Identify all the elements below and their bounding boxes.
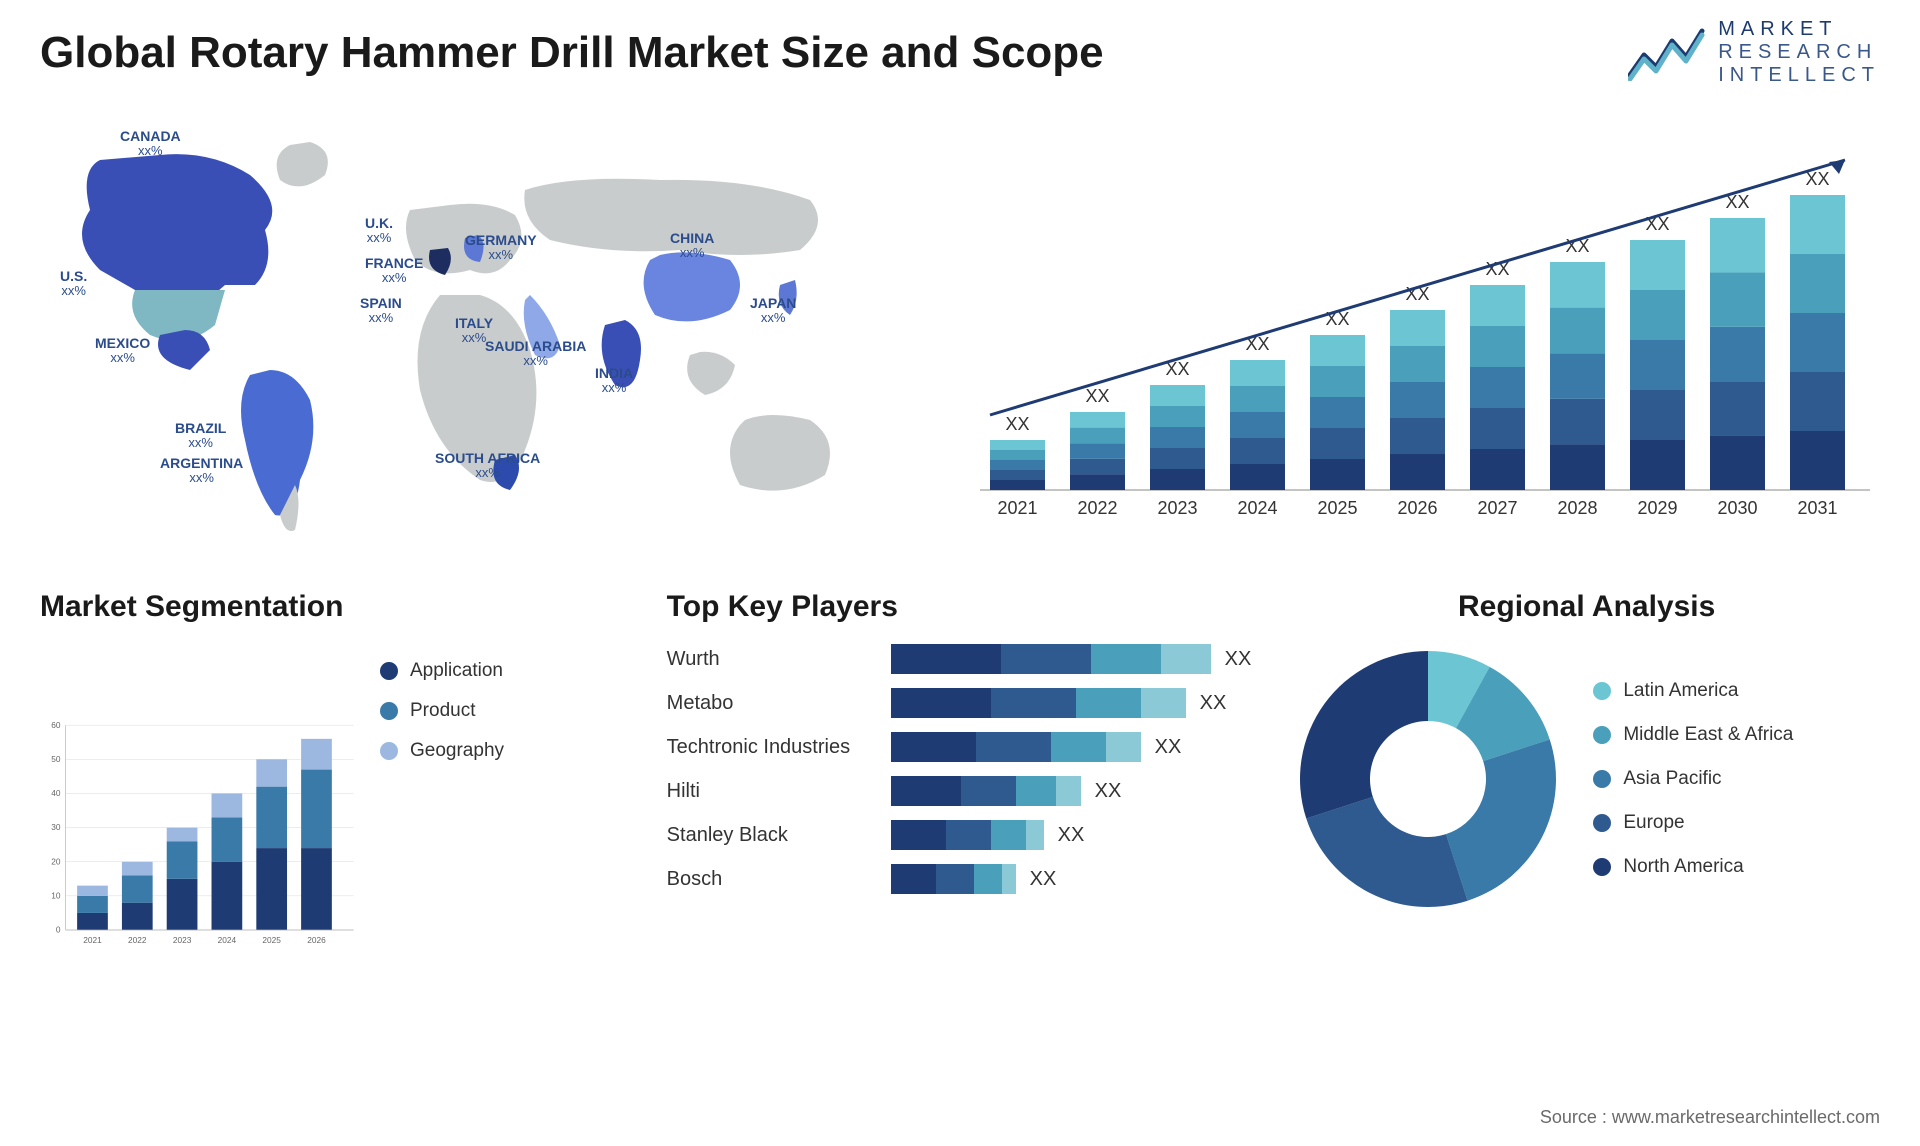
regional-panel: Regional Analysis Latin America Middle Ea… — [1293, 590, 1880, 1050]
source-text: Source : www.marketresearchintellect.com — [1540, 1107, 1880, 1128]
player-row: Bosch XX — [667, 864, 1254, 894]
svg-text:60: 60 — [51, 720, 61, 730]
player-value: XX — [1155, 736, 1182, 759]
svg-text:40: 40 — [51, 788, 61, 798]
segmentation-legend: Application Product Geography — [380, 660, 504, 762]
player-value: XX — [1200, 692, 1227, 715]
players-list: WurthXXMetaboXXTechtronic IndustriesXXHi… — [667, 644, 1254, 894]
logo-line1: MARKET — [1718, 18, 1880, 41]
svg-text:2022: 2022 — [1077, 498, 1117, 518]
map-label: SAUDI ARABIAxx% — [485, 338, 586, 369]
page-title: Global Rotary Hammer Drill Market Size a… — [40, 28, 1104, 78]
svg-text:XX: XX — [1085, 386, 1109, 406]
svg-text:2026: 2026 — [307, 935, 326, 945]
logo-text: MARKET RESEARCH INTELLECT — [1718, 18, 1880, 87]
svg-text:2021: 2021 — [997, 498, 1037, 518]
logo-mark-icon — [1628, 25, 1706, 81]
map-label: FRANCExx% — [365, 255, 423, 286]
legend-item: Product — [380, 700, 504, 722]
player-bar: XX — [891, 864, 1254, 894]
player-value: XX — [1225, 648, 1252, 671]
player-label: Stanley Black — [667, 824, 877, 847]
regional-legend: Latin America Middle East & Africa Asia Pa… — [1593, 680, 1793, 878]
player-bar: XX — [891, 732, 1254, 762]
segmentation-panel: Market Segmentation 0 10 20 30 40 50 60 2021 202… — [40, 590, 627, 1050]
svg-text:2023: 2023 — [1157, 498, 1197, 518]
map-label: SOUTH AFRICAxx% — [435, 450, 540, 481]
svg-text:2021: 2021 — [83, 935, 102, 945]
player-bar: XX — [891, 688, 1254, 718]
map-label: U.K.xx% — [365, 215, 393, 246]
svg-text:2031: 2031 — [1797, 498, 1837, 518]
player-bar: XX — [891, 644, 1254, 674]
player-bar: XX — [891, 776, 1254, 806]
svg-text:20: 20 — [51, 856, 61, 866]
svg-text:50: 50 — [51, 754, 61, 764]
svg-text:10: 10 — [51, 890, 61, 900]
svg-text:2029: 2029 — [1637, 498, 1677, 518]
map-label: CHINAxx% — [670, 230, 714, 261]
map-label: GERMANYxx% — [465, 232, 537, 263]
svg-text:2023: 2023 — [173, 935, 192, 945]
growth-chart: XX2021XX2022XX2023XX2024XX2025XX2026XX20… — [960, 120, 1880, 540]
svg-text:30: 30 — [51, 822, 61, 832]
player-bar: XX — [891, 820, 1254, 850]
player-value: XX — [1058, 824, 1085, 847]
logo-line2: RESEARCH — [1718, 41, 1880, 64]
svg-text:2028: 2028 — [1557, 498, 1597, 518]
legend-item: Geography — [380, 740, 504, 762]
player-value: XX — [1095, 780, 1122, 803]
map-label: ARGENTINAxx% — [160, 455, 243, 486]
map-label: SPAINxx% — [360, 295, 402, 326]
logo-line3: INTELLECT — [1718, 64, 1880, 87]
legend-item: Application — [380, 660, 504, 682]
svg-text:2025: 2025 — [1317, 498, 1357, 518]
map-label: INDIAxx% — [595, 365, 633, 396]
legend-item: Latin America — [1593, 680, 1793, 702]
player-label: Hilti — [667, 780, 877, 803]
svg-text:2025: 2025 — [262, 935, 281, 945]
svg-text:2022: 2022 — [128, 935, 147, 945]
segmentation-chart: 0 10 20 30 40 50 60 2021 2022 2023 2024 2025 2026 — [40, 644, 360, 1024]
player-label: Metabo — [667, 692, 877, 715]
svg-text:2024: 2024 — [1237, 498, 1277, 518]
map-label: JAPANxx% — [750, 295, 796, 326]
players-panel: Top Key Players WurthXXMetaboXXTechtroni… — [667, 590, 1254, 1050]
regional-donut — [1293, 644, 1563, 914]
player-label: Wurth — [667, 648, 877, 671]
map-label: CANADAxx% — [120, 128, 181, 159]
player-row: Metabo XX — [667, 688, 1254, 718]
svg-text:2030: 2030 — [1717, 498, 1757, 518]
legend-item: Middle East & Africa — [1593, 724, 1793, 746]
segmentation-title: Market Segmentation — [40, 590, 627, 624]
player-row: Wurth XX — [667, 644, 1254, 674]
player-value: XX — [1030, 868, 1057, 891]
brand-logo: MARKET RESEARCH INTELLECT — [1628, 18, 1880, 87]
player-label: Bosch — [667, 868, 877, 891]
svg-text:2024: 2024 — [218, 935, 237, 945]
world-map: CANADAxx% U.S.xx% MEXICOxx% BRAZILxx% ARGENT… — [40, 120, 920, 540]
player-row: Stanley Black XX — [667, 820, 1254, 850]
player-row: Hilti XX — [667, 776, 1254, 806]
map-label: U.S.xx% — [60, 268, 87, 299]
player-label: Techtronic Industries — [667, 736, 877, 759]
player-row: Techtronic Industries XX — [667, 732, 1254, 762]
growth-chart-svg: XX2021XX2022XX2023XX2024XX2025XX2026XX20… — [960, 120, 1880, 540]
map-label: BRAZILxx% — [175, 420, 226, 451]
legend-item: North America — [1593, 856, 1793, 878]
legend-item: Europe — [1593, 812, 1793, 834]
svg-text:XX: XX — [1005, 414, 1029, 434]
map-label: MEXICOxx% — [95, 335, 150, 366]
legend-item: Asia Pacific — [1593, 768, 1793, 790]
regional-title: Regional Analysis — [1293, 590, 1880, 624]
svg-text:2026: 2026 — [1397, 498, 1437, 518]
players-title: Top Key Players — [667, 590, 1254, 624]
svg-text:0: 0 — [56, 925, 61, 935]
svg-text:2027: 2027 — [1477, 498, 1517, 518]
